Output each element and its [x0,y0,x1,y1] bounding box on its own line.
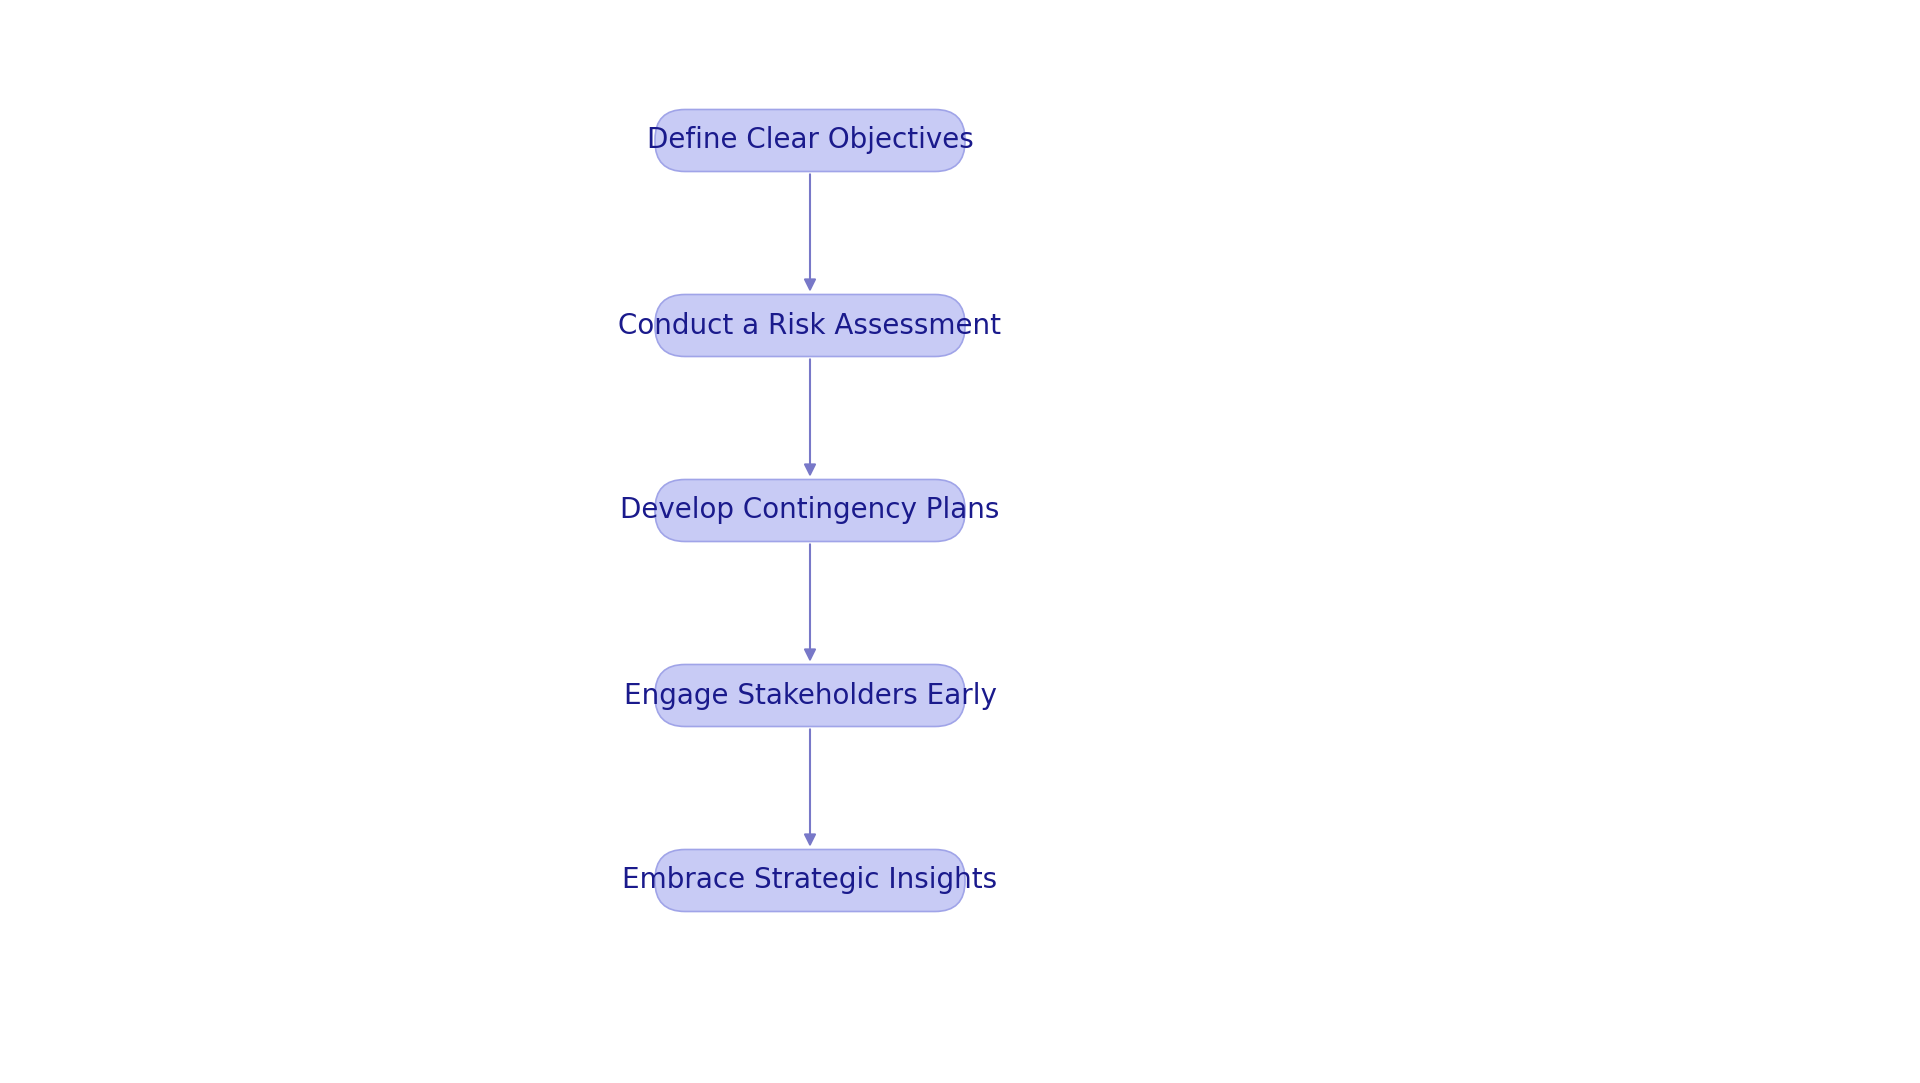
FancyBboxPatch shape [655,295,966,356]
FancyBboxPatch shape [655,665,966,727]
Text: Conduct a Risk Assessment: Conduct a Risk Assessment [618,312,1002,339]
Text: Embrace Strategic Insights: Embrace Strategic Insights [622,866,998,895]
FancyBboxPatch shape [655,480,966,542]
Text: Define Clear Objectives: Define Clear Objectives [647,127,973,155]
Text: Engage Stakeholders Early: Engage Stakeholders Early [624,681,996,709]
FancyBboxPatch shape [655,109,966,171]
Text: Develop Contingency Plans: Develop Contingency Plans [620,496,1000,524]
FancyBboxPatch shape [655,849,966,912]
